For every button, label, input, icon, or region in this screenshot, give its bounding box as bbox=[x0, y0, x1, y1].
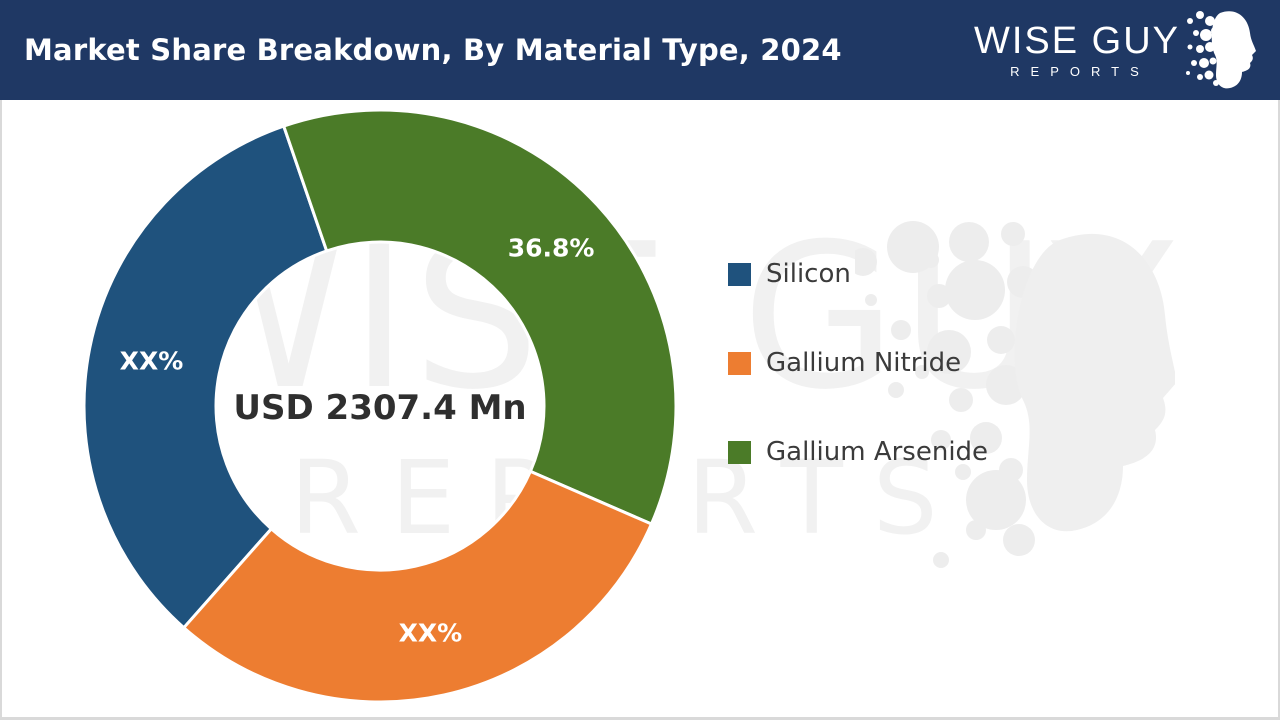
logo-face-icon bbox=[1186, 11, 1256, 89]
slice-value-label: 36.8% bbox=[507, 233, 595, 263]
legend-label: Gallium Nitride bbox=[766, 348, 962, 378]
wise-guy-reports-logo: WISE GUY REPORTS bbox=[974, 7, 1260, 93]
legend-label: Gallium Arsenide bbox=[766, 437, 989, 467]
logo-wordmark: WISE GUY REPORTS bbox=[974, 22, 1180, 79]
legend-item-gallium-arsenide: Gallium Arsenide bbox=[728, 437, 988, 467]
legend-item-gallium-nitride: Gallium Nitride bbox=[728, 348, 988, 378]
donut-slice-silicon bbox=[82, 124, 329, 630]
legend-swatch bbox=[728, 351, 751, 375]
logo-wordmark-sub: REPORTS bbox=[1010, 63, 1150, 79]
slice-value-label: XX% bbox=[398, 618, 463, 648]
legend-label: Silicon bbox=[766, 259, 851, 289]
legend-swatch bbox=[728, 440, 751, 464]
chart-center-value: USD 2307.4 Mn bbox=[233, 388, 527, 428]
donut-slice-gallium-arsenide bbox=[282, 108, 678, 526]
header-bar: Market Share Breakdown, By Material Type… bbox=[0, 0, 1280, 100]
legend-item-silicon: Silicon bbox=[728, 259, 988, 289]
slice-value-label: XX% bbox=[119, 346, 184, 375]
logo-wordmark-main: WISE GUY bbox=[973, 19, 1180, 62]
chart-legend: Silicon Gallium Nitride Gallium Arsenide bbox=[728, 259, 988, 467]
donut-slice-gallium-nitride bbox=[182, 469, 653, 704]
page-title: Market Share Breakdown, By Material Type… bbox=[24, 33, 842, 67]
legend-swatch bbox=[728, 262, 751, 286]
